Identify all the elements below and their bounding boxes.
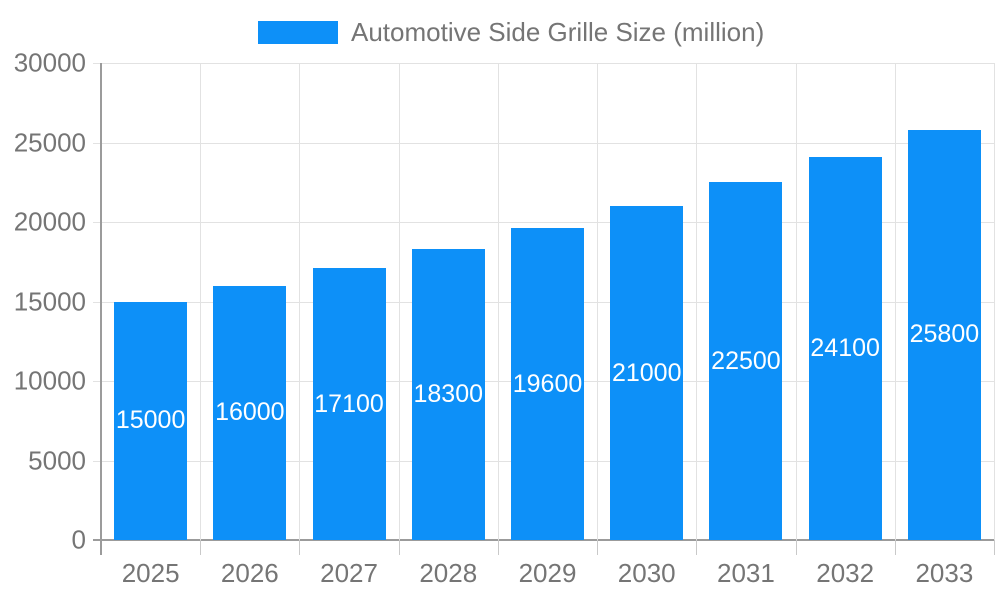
y-axis-tick-label: 30000 — [13, 47, 86, 78]
bar-2032: 24100 — [808, 156, 882, 540]
gridline-horizontal — [93, 222, 994, 223]
gridline-vertical — [795, 63, 797, 540]
y-axis-tick-label: 10000 — [13, 365, 86, 396]
bar-2031: 22500 — [709, 182, 783, 540]
x-axis-tick — [894, 540, 896, 555]
x-axis-tick-label: 2029 — [518, 558, 577, 588]
chart-legend: Automotive Side Grille Size (million) — [258, 17, 765, 47]
bar-value-label: 19600 — [512, 369, 583, 398]
bar-value-label: 25800 — [909, 320, 980, 349]
legend-label: Automotive Side Grille Size (million) — [351, 17, 765, 47]
y-axis-tick-label: 25000 — [13, 127, 86, 157]
bar-value-label: 24100 — [810, 333, 880, 362]
gridline-vertical — [597, 63, 599, 540]
bar-2029: 19600 — [511, 228, 584, 540]
bar-value-label: 15000 — [115, 406, 186, 435]
x-axis-line — [93, 539, 994, 541]
bar-value-label: 21000 — [611, 358, 682, 387]
x-axis-tick — [200, 540, 202, 555]
gridline-horizontal — [93, 63, 994, 64]
x-axis-tick-label: 2028 — [419, 558, 478, 588]
y-axis-tick-label: 15000 — [13, 286, 86, 316]
x-axis-tick — [597, 540, 599, 555]
x-axis-tick — [994, 540, 995, 555]
bar-value-label: 22500 — [711, 346, 781, 375]
x-axis-tick-label: 2027 — [320, 558, 378, 588]
bar-2027: 17100 — [312, 268, 386, 540]
bar-2030: 21000 — [610, 206, 684, 540]
gridline-vertical — [994, 63, 995, 540]
bar-2026: 16000 — [213, 285, 287, 540]
gridline-vertical — [200, 63, 202, 540]
x-axis-tick-label: 2026 — [220, 558, 279, 588]
x-axis-tick — [299, 540, 301, 555]
x-axis-tick-label: 2025 — [121, 558, 180, 588]
bar-value-label: 17100 — [314, 389, 384, 418]
bar-2025: 15000 — [114, 301, 188, 540]
bar-2028: 18300 — [411, 249, 485, 540]
x-axis-tick-label: 2033 — [915, 558, 974, 588]
y-axis-tick-label: 5000 — [28, 445, 86, 475]
gridline-vertical — [398, 63, 400, 540]
bar-2033: 25800 — [907, 129, 981, 540]
x-axis-tick-label: 2030 — [617, 558, 676, 588]
x-axis-tick — [398, 540, 400, 555]
gridline-horizontal — [93, 142, 994, 144]
y-axis-tick-label: 20000 — [13, 206, 86, 237]
gridline-vertical — [299, 63, 301, 540]
bar-value-label: 18300 — [413, 380, 484, 408]
x-axis-tick — [497, 540, 499, 555]
gridline-vertical — [894, 63, 896, 540]
y-axis-tick-label: 0 — [71, 524, 86, 555]
legend-swatch — [258, 21, 338, 44]
gridline-vertical — [696, 63, 698, 540]
gridline-vertical — [497, 63, 499, 540]
x-axis-tick-label: 2031 — [717, 558, 775, 588]
x-axis-tick-label: 2032 — [816, 558, 875, 588]
bar-value-label: 16000 — [215, 398, 285, 427]
x-axis-tick — [696, 540, 698, 555]
x-axis-tick — [795, 540, 797, 555]
y-axis-line — [100, 63, 102, 555]
